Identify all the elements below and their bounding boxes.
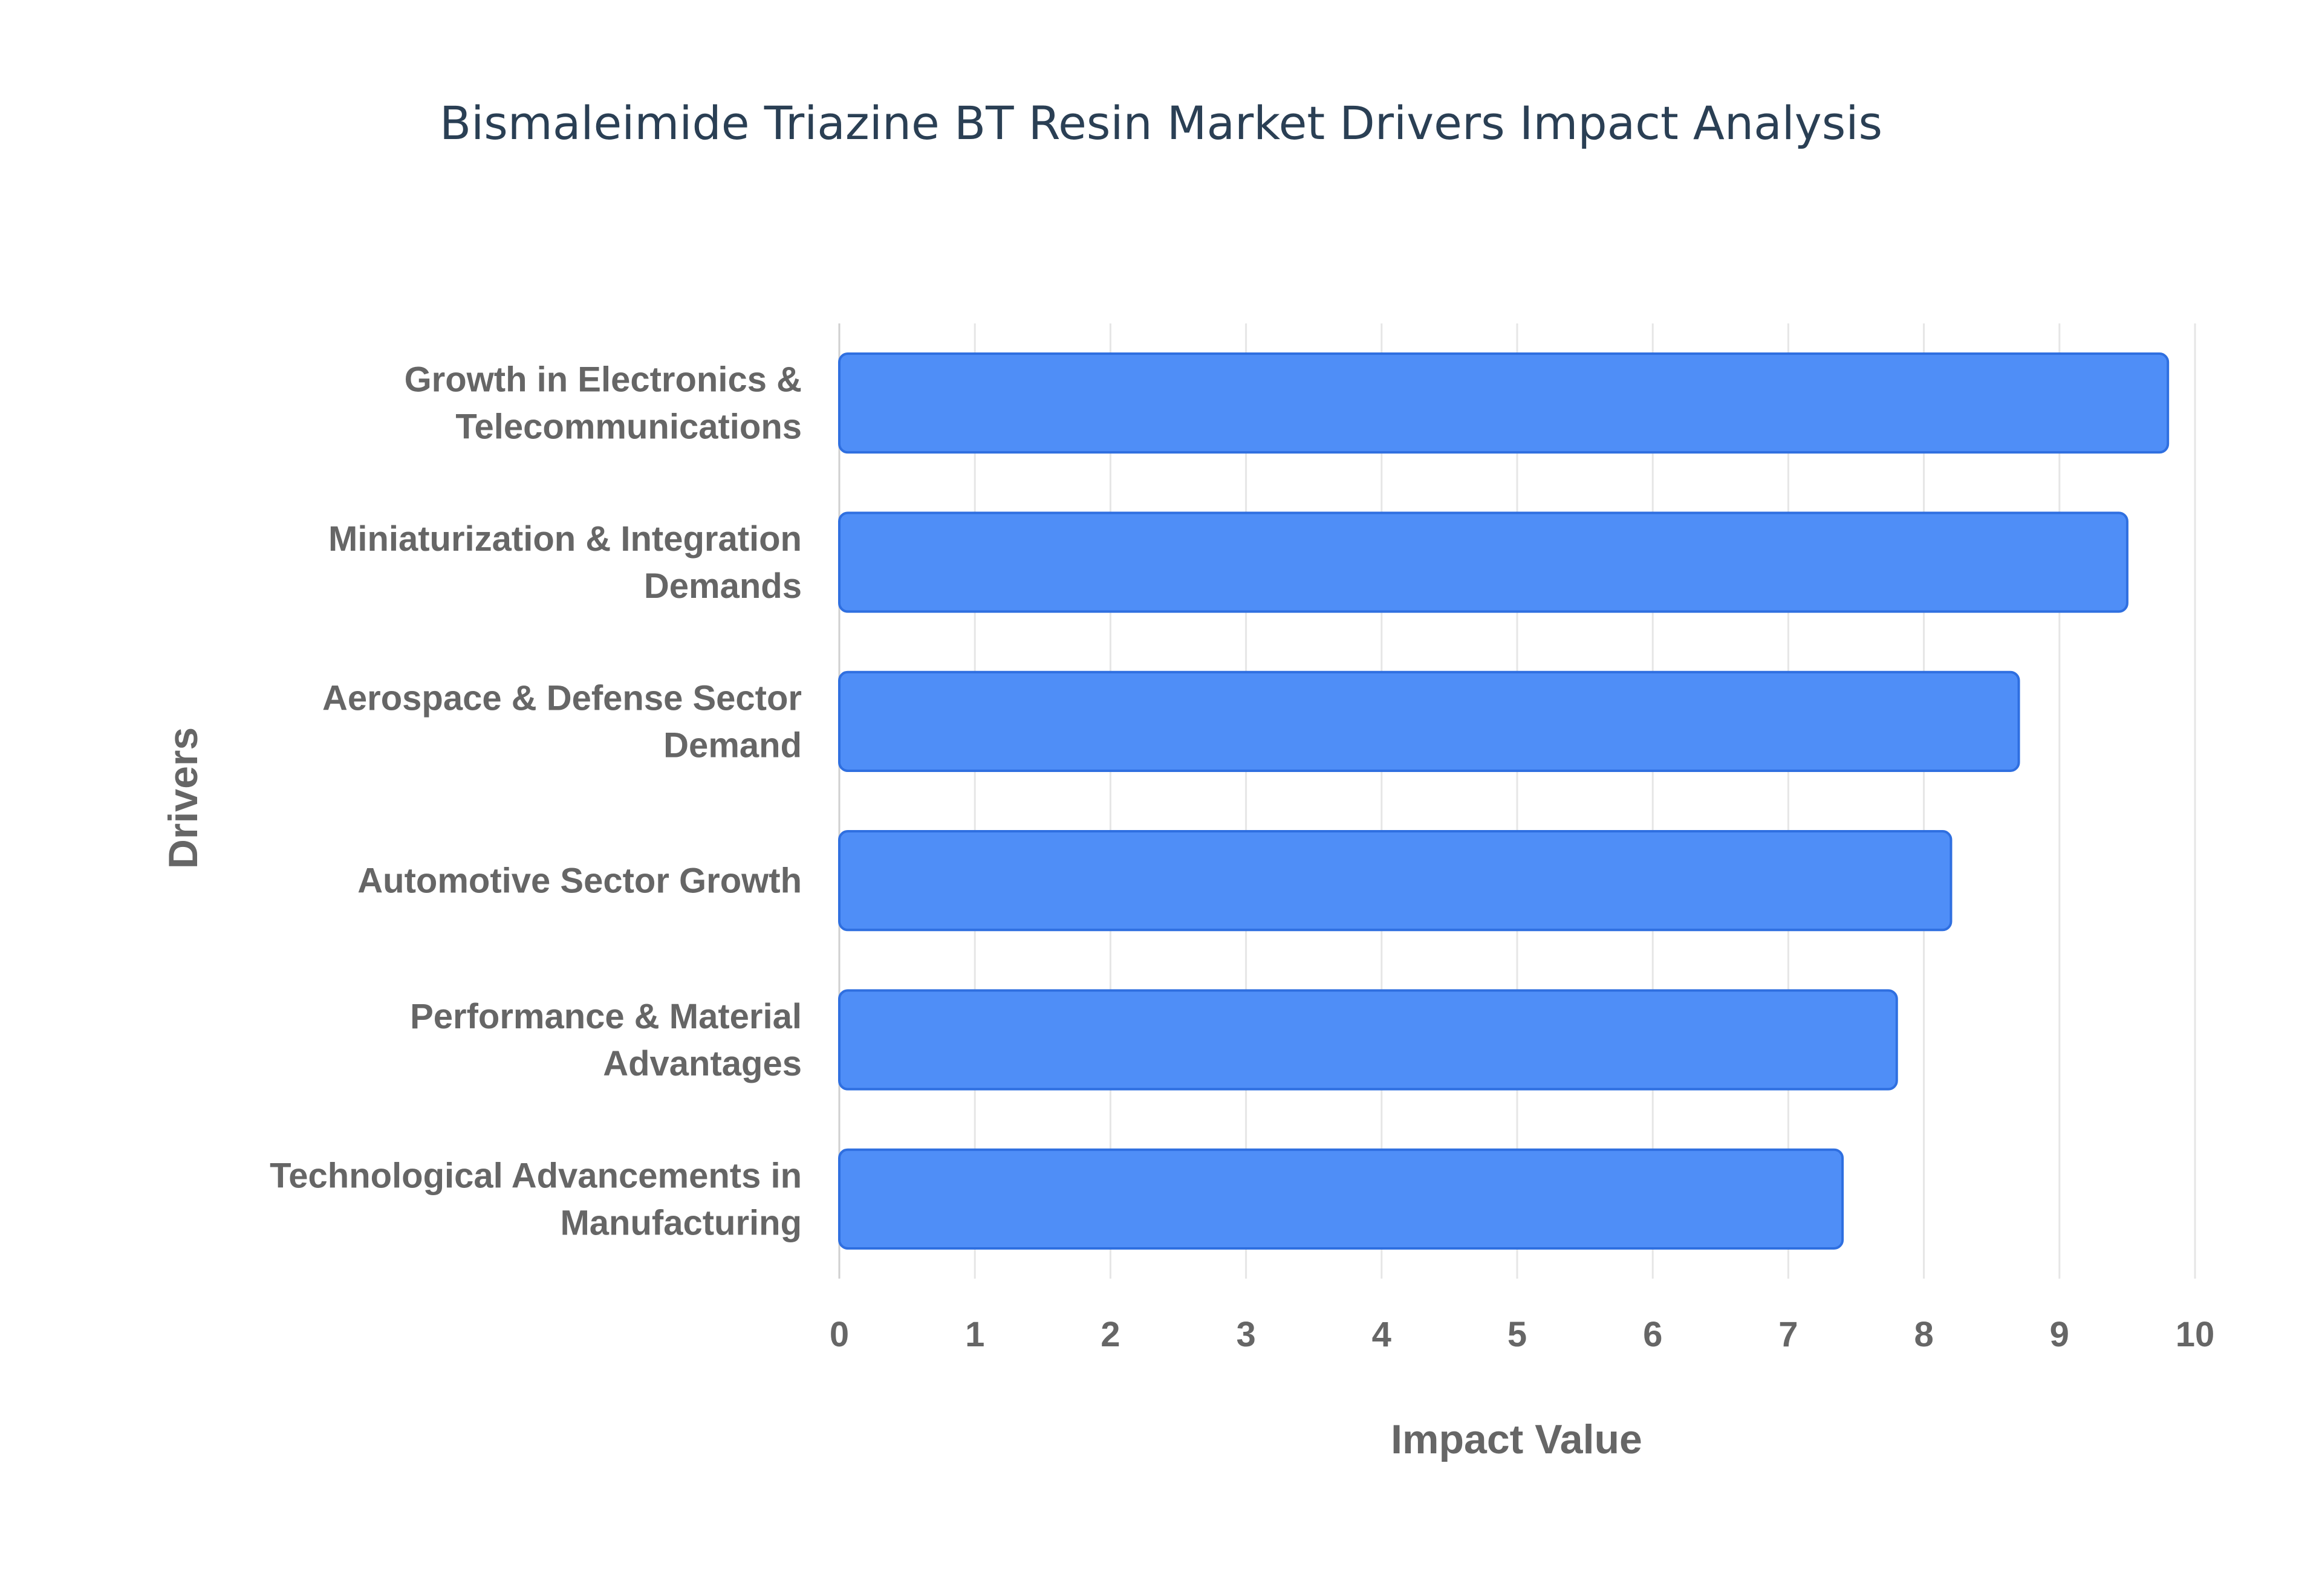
bar xyxy=(838,511,2128,613)
bar xyxy=(838,1148,1844,1250)
category-label: Aerospace & Defense Sector xyxy=(322,678,802,718)
grid-lines xyxy=(838,323,2196,1279)
x-tick-label: 0 xyxy=(830,1315,849,1354)
category-label: Performance & Material xyxy=(410,997,802,1036)
x-tick-label: 10 xyxy=(2176,1315,2215,1354)
x-tick-label: 7 xyxy=(1778,1315,1798,1354)
y-axis-categories: Growth in Electronics & Telecommunication… xyxy=(270,360,802,1243)
category-label: Advantages xyxy=(603,1044,802,1083)
x-tick-label: 3 xyxy=(1236,1315,1255,1354)
category-label: Technological Advancements in xyxy=(270,1156,802,1195)
x-tick-label: 9 xyxy=(2050,1315,2069,1354)
category-label: Miniaturization & Integration xyxy=(328,519,802,559)
x-tick-label: 1 xyxy=(965,1315,984,1354)
bar xyxy=(838,989,1898,1091)
x-axis: 0 1 2 3 4 5 6 7 8 9 10 xyxy=(830,1315,2214,1354)
x-tick-label: 2 xyxy=(1101,1315,1120,1354)
x-tick-label: 4 xyxy=(1372,1315,1391,1354)
y-axis-title: Drivers xyxy=(160,727,206,869)
category-label: Growth in Electronics & xyxy=(405,360,802,400)
bar xyxy=(838,670,2020,772)
x-tick-label: 5 xyxy=(1507,1315,1527,1354)
x-tick-label: 8 xyxy=(1914,1315,1933,1354)
x-tick-label: 6 xyxy=(1643,1315,1662,1354)
bar xyxy=(838,830,1953,932)
bar xyxy=(838,352,2170,454)
category-label: Manufacturing xyxy=(560,1203,802,1242)
chart-title: Bismaleimide Triazine BT Resin Market Dr… xyxy=(440,96,1882,150)
category-label: Automotive Sector Growth xyxy=(357,861,802,901)
category-label: Demands xyxy=(644,566,802,606)
bars xyxy=(838,352,2170,1250)
category-label: Telecommunications xyxy=(455,407,802,447)
x-axis-title: Impact Value xyxy=(1391,1416,1642,1462)
category-label: Demand xyxy=(663,725,802,765)
